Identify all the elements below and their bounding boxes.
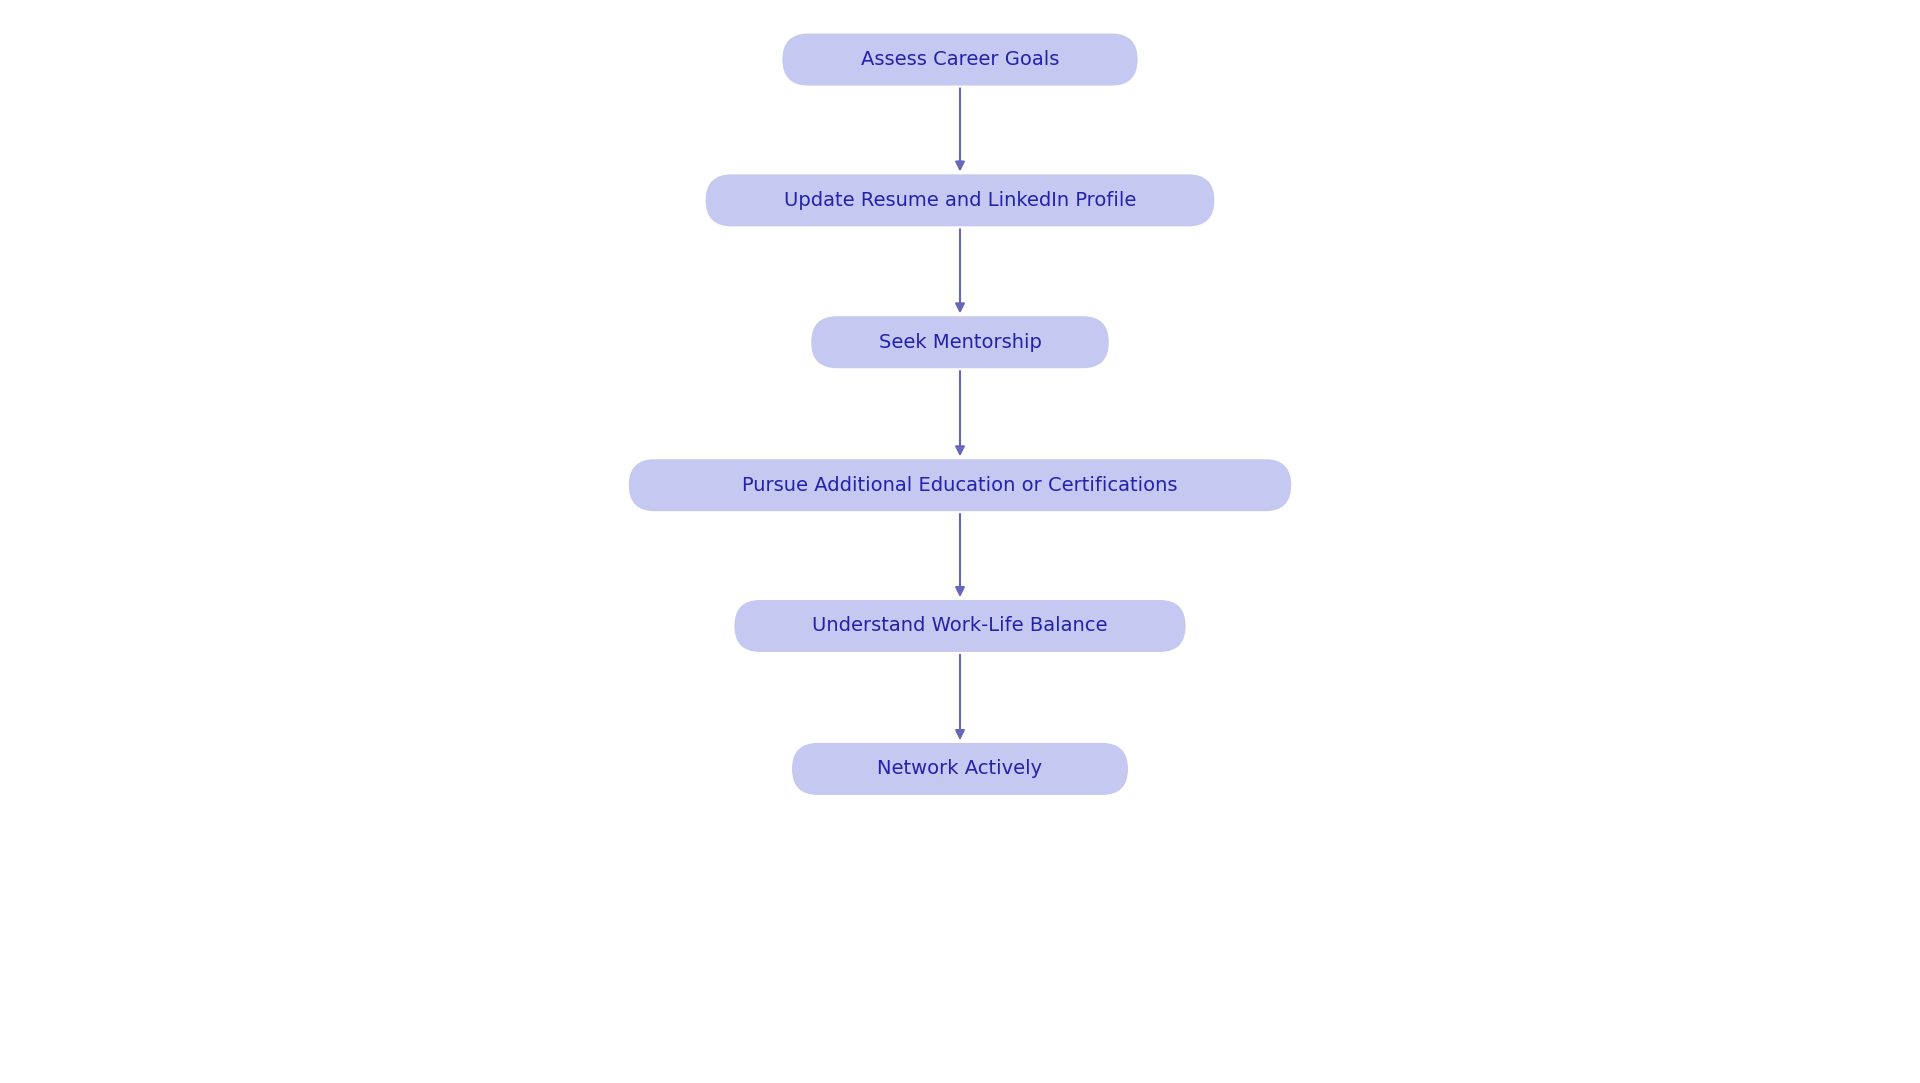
FancyBboxPatch shape	[733, 600, 1185, 652]
Text: Seek Mentorship: Seek Mentorship	[879, 332, 1041, 352]
Text: Understand Work-Life Balance: Understand Work-Life Balance	[812, 616, 1108, 636]
Text: Assess Career Goals: Assess Career Goals	[860, 50, 1060, 69]
FancyBboxPatch shape	[783, 34, 1137, 86]
Text: Update Resume and LinkedIn Profile: Update Resume and LinkedIn Profile	[783, 191, 1137, 210]
Text: Network Actively: Network Actively	[877, 759, 1043, 779]
FancyBboxPatch shape	[791, 743, 1129, 795]
Text: Pursue Additional Education or Certifications: Pursue Additional Education or Certifica…	[743, 475, 1177, 495]
FancyBboxPatch shape	[628, 459, 1290, 511]
FancyBboxPatch shape	[812, 316, 1110, 368]
FancyBboxPatch shape	[707, 174, 1215, 226]
